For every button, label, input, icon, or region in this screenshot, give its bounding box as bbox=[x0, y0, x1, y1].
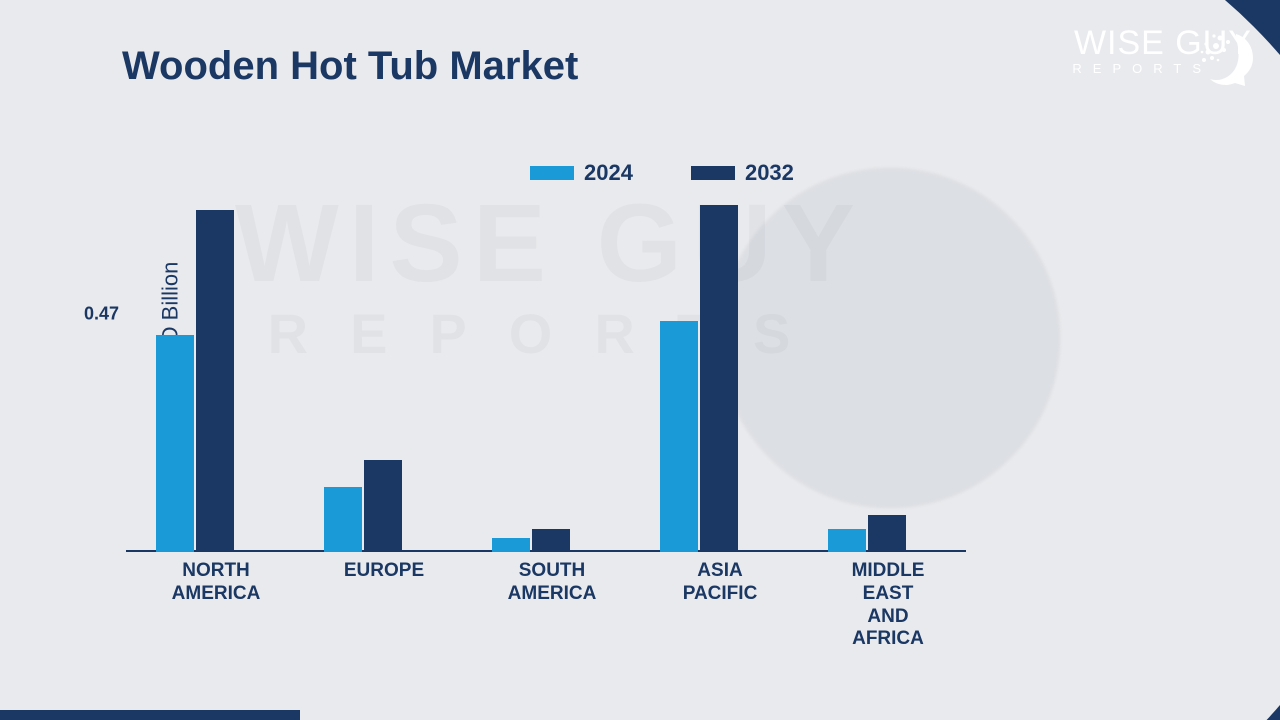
bar bbox=[364, 460, 402, 553]
plot-area: 0.47 bbox=[126, 182, 966, 552]
category-label-text: EUROPE bbox=[314, 560, 454, 583]
category-label-text: MIDDLE EAST AND AFRICA bbox=[818, 560, 958, 651]
bar-group bbox=[828, 182, 948, 552]
brand-head-icon bbox=[1198, 30, 1258, 94]
bar bbox=[868, 515, 906, 552]
legend-label-2032: 2032 bbox=[745, 160, 794, 186]
legend-item-2032: 2032 bbox=[691, 160, 794, 186]
page: WISE GUY REPORTS WISE GUY REPORTS Wooden… bbox=[0, 0, 1280, 720]
category-label-text: SOUTH AMERICA bbox=[482, 560, 622, 606]
legend: 2024 2032 bbox=[530, 160, 794, 186]
accent-bar bbox=[0, 710, 300, 720]
legend-label-2024: 2024 bbox=[584, 160, 633, 186]
legend-swatch-2032 bbox=[691, 166, 735, 180]
bar-group bbox=[156, 182, 276, 552]
bar bbox=[700, 205, 738, 552]
bar bbox=[196, 210, 234, 552]
chart: Market Size in USD Billion 0.47 NORTH AM… bbox=[90, 150, 970, 630]
bar bbox=[324, 487, 362, 552]
bar-group bbox=[324, 182, 444, 552]
y-tick-label: 0.47 bbox=[84, 303, 119, 324]
brand-logo: WISE GUY REPORTS bbox=[1072, 24, 1252, 76]
legend-item-2024: 2024 bbox=[530, 160, 633, 186]
bar bbox=[660, 321, 698, 552]
brand-logo-line2: REPORTS bbox=[1072, 61, 1212, 76]
bar bbox=[828, 529, 866, 552]
bar bbox=[532, 529, 570, 552]
chart-title: Wooden Hot Tub Market bbox=[122, 44, 578, 89]
category-label-text: NORTH AMERICA bbox=[146, 560, 286, 606]
bar-group bbox=[492, 182, 612, 552]
category-labels-row: NORTH AMERICA EUROPE SOUTH AMERICA ASIA PAC… bbox=[126, 552, 966, 662]
bar bbox=[492, 538, 530, 552]
bar bbox=[156, 335, 194, 552]
legend-swatch-2024 bbox=[530, 166, 574, 180]
category-label-text: ASIA PACIFIC bbox=[650, 560, 790, 606]
bar-group bbox=[660, 182, 780, 552]
